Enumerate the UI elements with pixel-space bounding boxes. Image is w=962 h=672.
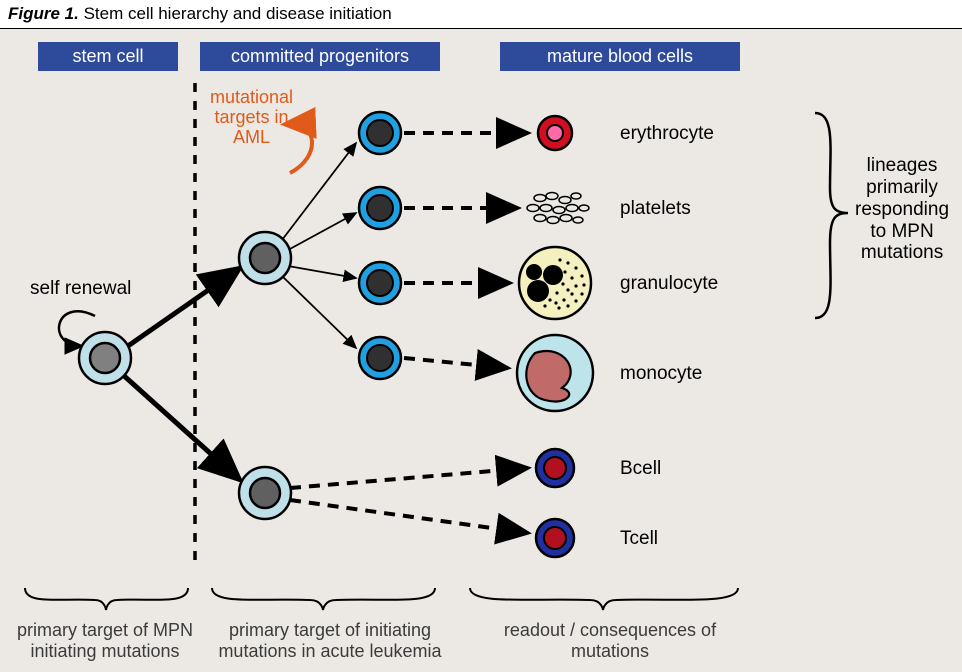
progenitor-cell-3-icon — [359, 262, 401, 304]
figure-caption: Stem cell hierarchy and disease initiati… — [84, 4, 392, 23]
tcell-icon — [536, 519, 574, 557]
arrow-stem-myeloid — [128, 268, 240, 346]
erythrocyte-icon — [538, 116, 572, 150]
arrow-prog-4 — [282, 276, 356, 348]
bottom-brace-2-icon — [212, 588, 435, 610]
dash-6 — [290, 500, 528, 533]
bottom-brace-1-icon — [25, 588, 188, 610]
granulocyte-icon — [519, 247, 591, 319]
diagram-canvas — [0, 28, 962, 672]
dash-4 — [404, 358, 508, 368]
progenitor-cell-1-icon — [359, 112, 401, 154]
side-brace-icon — [815, 113, 848, 318]
figure-title: Figure 1. Stem cell hierarchy and diseas… — [0, 0, 962, 29]
monocyte-icon — [517, 335, 593, 411]
aml-arrow — [290, 124, 312, 173]
arrow-prog-1 — [282, 143, 356, 240]
bcell-icon — [536, 449, 574, 487]
bottom-brace-3-icon — [470, 588, 738, 610]
committed-progenitor-lymphoid-icon — [239, 467, 291, 519]
platelets-icon — [527, 193, 589, 224]
arrow-prog-3 — [288, 266, 356, 278]
committed-progenitor-myeloid-icon — [239, 232, 291, 284]
stem-cell-icon — [79, 332, 131, 384]
arrow-stem-lymphoid — [122, 374, 240, 480]
progenitor-cell-4-icon — [359, 337, 401, 379]
dash-5 — [290, 468, 528, 488]
progenitor-cell-2-icon — [359, 187, 401, 229]
figure-number: Figure 1. — [8, 4, 79, 23]
